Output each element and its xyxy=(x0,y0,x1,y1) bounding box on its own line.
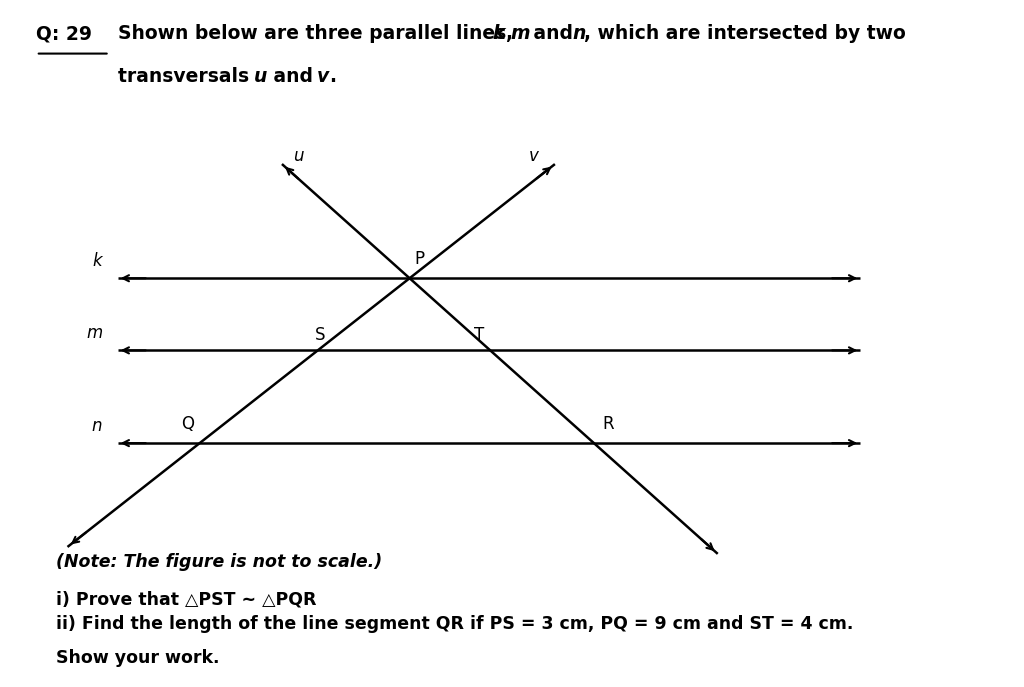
Text: and: and xyxy=(527,24,580,43)
Text: Show your work.: Show your work. xyxy=(56,649,220,667)
Text: T: T xyxy=(474,326,484,344)
Text: Q: 29: Q: 29 xyxy=(36,24,92,43)
Text: u: u xyxy=(293,147,304,165)
Text: v: v xyxy=(316,67,329,86)
Text: R: R xyxy=(602,415,613,433)
Text: (Note: The figure is not to scale.): (Note: The figure is not to scale.) xyxy=(56,553,383,571)
Text: .: . xyxy=(329,67,336,86)
Text: m: m xyxy=(510,24,529,43)
Text: S: S xyxy=(315,326,326,344)
Text: n: n xyxy=(572,24,586,43)
Text: ,: , xyxy=(505,24,512,43)
Text: k: k xyxy=(93,252,102,270)
Text: , which are intersected by two: , which are intersected by two xyxy=(584,24,905,43)
Text: v: v xyxy=(528,147,539,165)
Text: ii) Find the length of the line segment QR if PS = 3 cm, PQ = 9 cm and ST = 4 cm: ii) Find the length of the line segment … xyxy=(56,615,854,633)
Text: and: and xyxy=(267,67,319,86)
Text: P: P xyxy=(415,250,425,268)
Text: Q: Q xyxy=(181,415,195,433)
Text: n: n xyxy=(92,417,102,435)
Text: Shown below are three parallel lines: Shown below are three parallel lines xyxy=(118,24,512,43)
Text: transversals: transversals xyxy=(118,67,255,86)
Text: u: u xyxy=(254,67,267,86)
Text: i) Prove that △PST ~ △PQR: i) Prove that △PST ~ △PQR xyxy=(56,591,316,609)
Text: m: m xyxy=(86,324,102,342)
Text: k: k xyxy=(493,24,505,43)
